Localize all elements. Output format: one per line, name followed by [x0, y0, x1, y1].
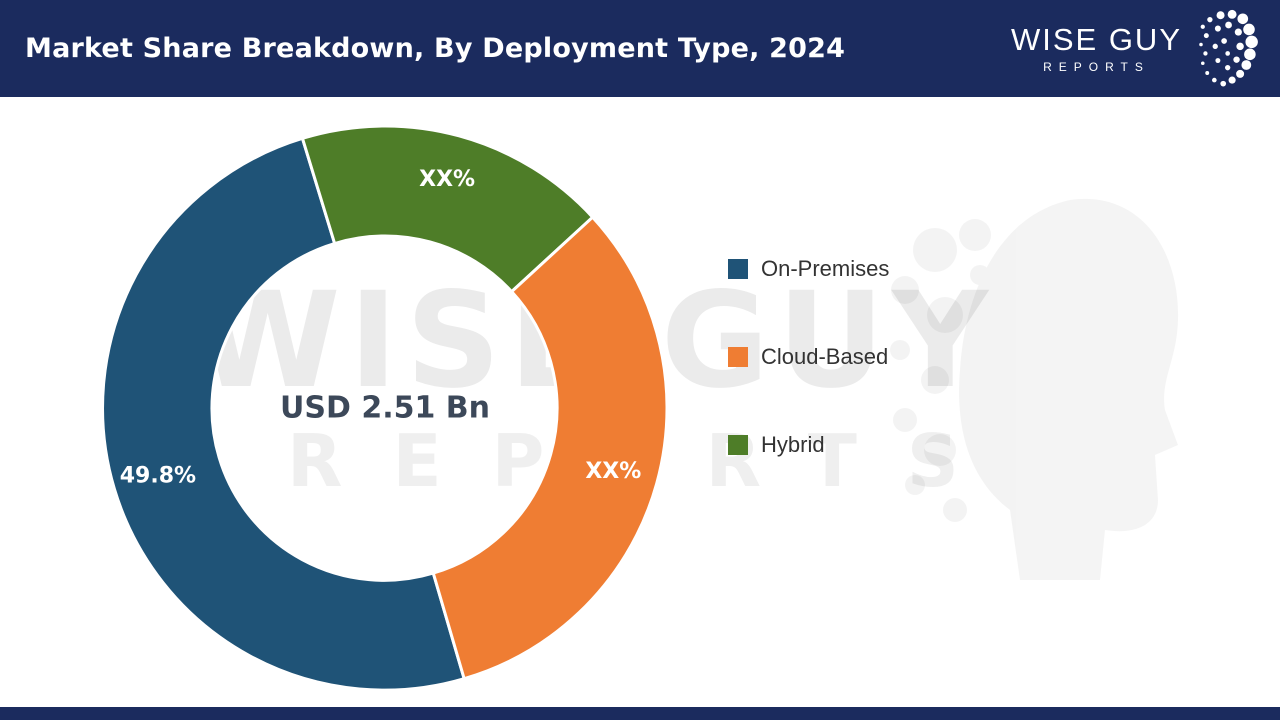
legend: On-Premises Cloud-Based Hybrid — [728, 256, 889, 458]
slice-label-hybrid: XX% — [419, 167, 475, 192]
footer-bar — [0, 707, 1280, 720]
legend-swatch-on-premises — [728, 259, 748, 279]
donut-segment-on-premises — [101, 136, 467, 692]
legend-label-cloud-based: Cloud-Based — [761, 344, 889, 369]
legend-label-on-premises: On-Premises — [761, 256, 890, 281]
legend-item-cloud-based: Cloud-Based — [728, 344, 889, 370]
header: Market Share Breakdown, By Deployment Ty… — [0, 0, 1280, 97]
legend-swatch-cloud-based — [728, 347, 748, 367]
legend-item-on-premises: On-Premises — [728, 256, 889, 282]
legend-item-hybrid: Hybrid — [728, 432, 889, 458]
donut-segment-cloud-based — [431, 215, 669, 681]
logo-name: WISE GUY — [1010, 22, 1182, 57]
wise-guy-logo: WISE GUY REPORTS — [1011, 9, 1258, 89]
donut-center-label: USD 2.51 Bn — [280, 390, 490, 426]
slice-label-cloud-based: XX% — [585, 459, 641, 484]
donut-segment-hybrid — [300, 124, 595, 294]
page-title: Market Share Breakdown, By Deployment Ty… — [25, 33, 846, 64]
slice-label-on-premises: 49.8% — [120, 463, 196, 488]
logo-text: WISE GUY REPORTS — [1011, 24, 1182, 73]
logo-subtext: REPORTS — [1043, 60, 1150, 74]
logo-head-icon — [1199, 9, 1258, 87]
donut-chart: 49.8% XX% XX% — [85, 108, 685, 708]
legend-label-hybrid: Hybrid — [761, 432, 825, 457]
watermark-head-graphic — [890, 198, 1179, 580]
legend-swatch-hybrid — [728, 435, 748, 455]
